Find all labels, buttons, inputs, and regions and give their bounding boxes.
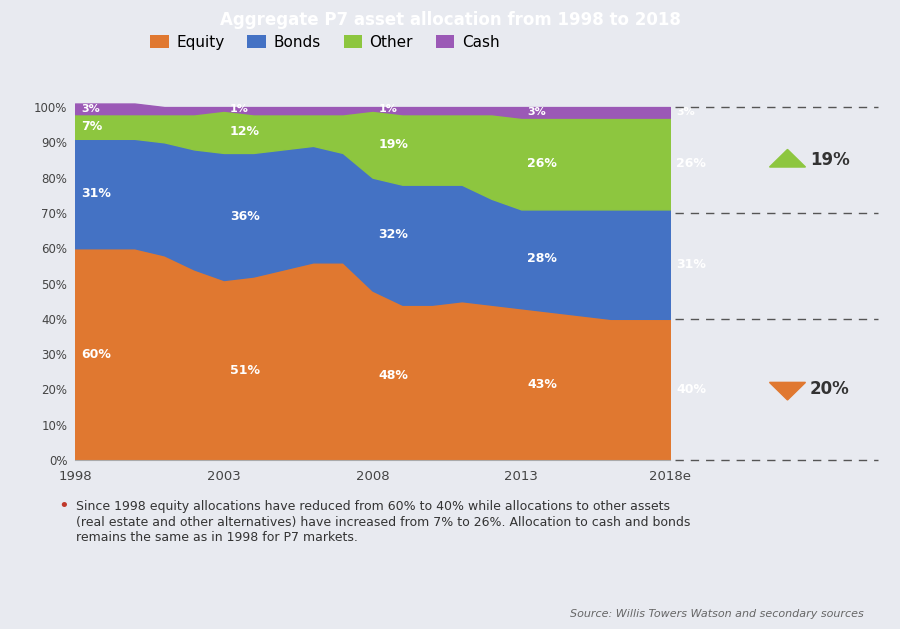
- Text: Since 1998 equity allocations have reduced from 60% to 40% while allocations to : Since 1998 equity allocations have reduc…: [76, 500, 670, 513]
- Text: 1%: 1%: [379, 104, 397, 114]
- Text: Aggregate P7 asset allocation from 1998 to 2018: Aggregate P7 asset allocation from 1998 …: [220, 11, 680, 29]
- Polygon shape: [770, 382, 806, 400]
- Text: 1%: 1%: [230, 104, 248, 114]
- Text: 40%: 40%: [676, 383, 706, 396]
- Text: 51%: 51%: [230, 364, 260, 377]
- Text: 19%: 19%: [379, 138, 409, 150]
- Text: 26%: 26%: [676, 157, 706, 170]
- Text: 3%: 3%: [527, 108, 546, 118]
- Text: 3%: 3%: [676, 108, 695, 118]
- Text: 3%: 3%: [81, 104, 100, 114]
- Text: 12%: 12%: [230, 125, 260, 138]
- Text: remains the same as in 1998 for P7 markets.: remains the same as in 1998 for P7 marke…: [76, 532, 358, 545]
- Text: 31%: 31%: [676, 258, 706, 270]
- Polygon shape: [770, 150, 806, 167]
- Text: •: •: [58, 497, 69, 515]
- Text: 19%: 19%: [810, 151, 850, 169]
- Text: 28%: 28%: [527, 252, 557, 265]
- Legend: Equity, Bonds, Other, Cash: Equity, Bonds, Other, Cash: [144, 28, 506, 56]
- Text: 26%: 26%: [527, 157, 557, 170]
- Text: Source: Willis Towers Watson and secondary sources: Source: Willis Towers Watson and seconda…: [571, 609, 864, 619]
- Text: (real estate and other alternatives) have increased from 7% to 26%. Allocation t: (real estate and other alternatives) hav…: [76, 516, 691, 529]
- Text: 43%: 43%: [527, 377, 557, 391]
- Text: 36%: 36%: [230, 210, 259, 223]
- Text: 60%: 60%: [81, 348, 111, 360]
- Text: 31%: 31%: [81, 187, 111, 200]
- Text: 48%: 48%: [379, 369, 409, 382]
- Text: 32%: 32%: [379, 228, 409, 241]
- Text: 7%: 7%: [81, 120, 103, 133]
- Text: 20%: 20%: [810, 381, 850, 398]
